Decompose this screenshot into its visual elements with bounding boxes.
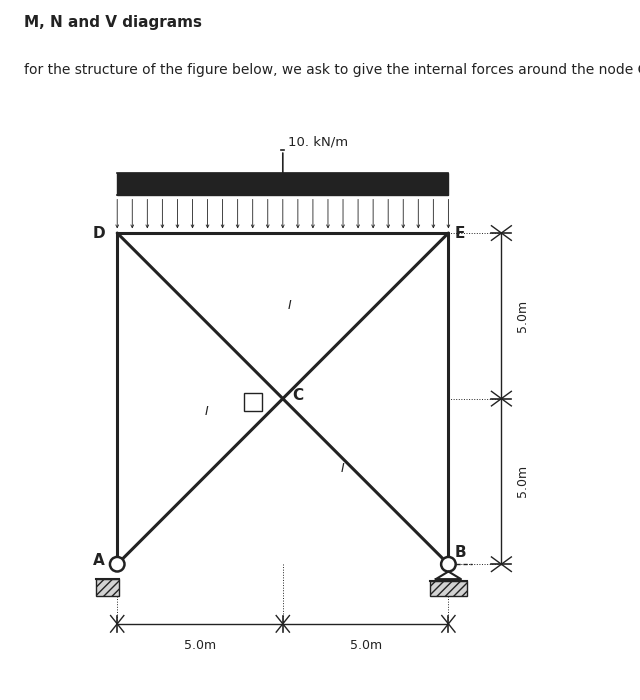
Text: B: B [454,545,466,560]
Text: 5.0m: 5.0m [516,466,529,498]
Text: A: A [93,554,105,568]
Text: 5.0m: 5.0m [184,638,216,652]
Text: 5.0m: 5.0m [516,300,529,332]
Text: I: I [287,300,291,312]
Bar [430,581,467,596]
Text: D: D [93,225,106,241]
Text: M, N and V diagrams: M, N and V diagrams [24,15,202,30]
Text: 5.0m: 5.0m [349,638,381,652]
Text: 10. kN/m: 10. kN/m [288,136,348,148]
Circle shape [110,557,125,571]
Text: I: I [340,462,344,475]
Circle shape [441,557,456,571]
Bar [244,393,262,411]
Text: for the structure of the figure below, we ask to give the internal forces around: for the structure of the figure below, w… [24,63,640,77]
Text: C: C [292,388,303,402]
Bar [117,174,449,195]
Bar [96,579,119,596]
Text: E: E [455,225,465,241]
Text: I: I [205,405,209,419]
